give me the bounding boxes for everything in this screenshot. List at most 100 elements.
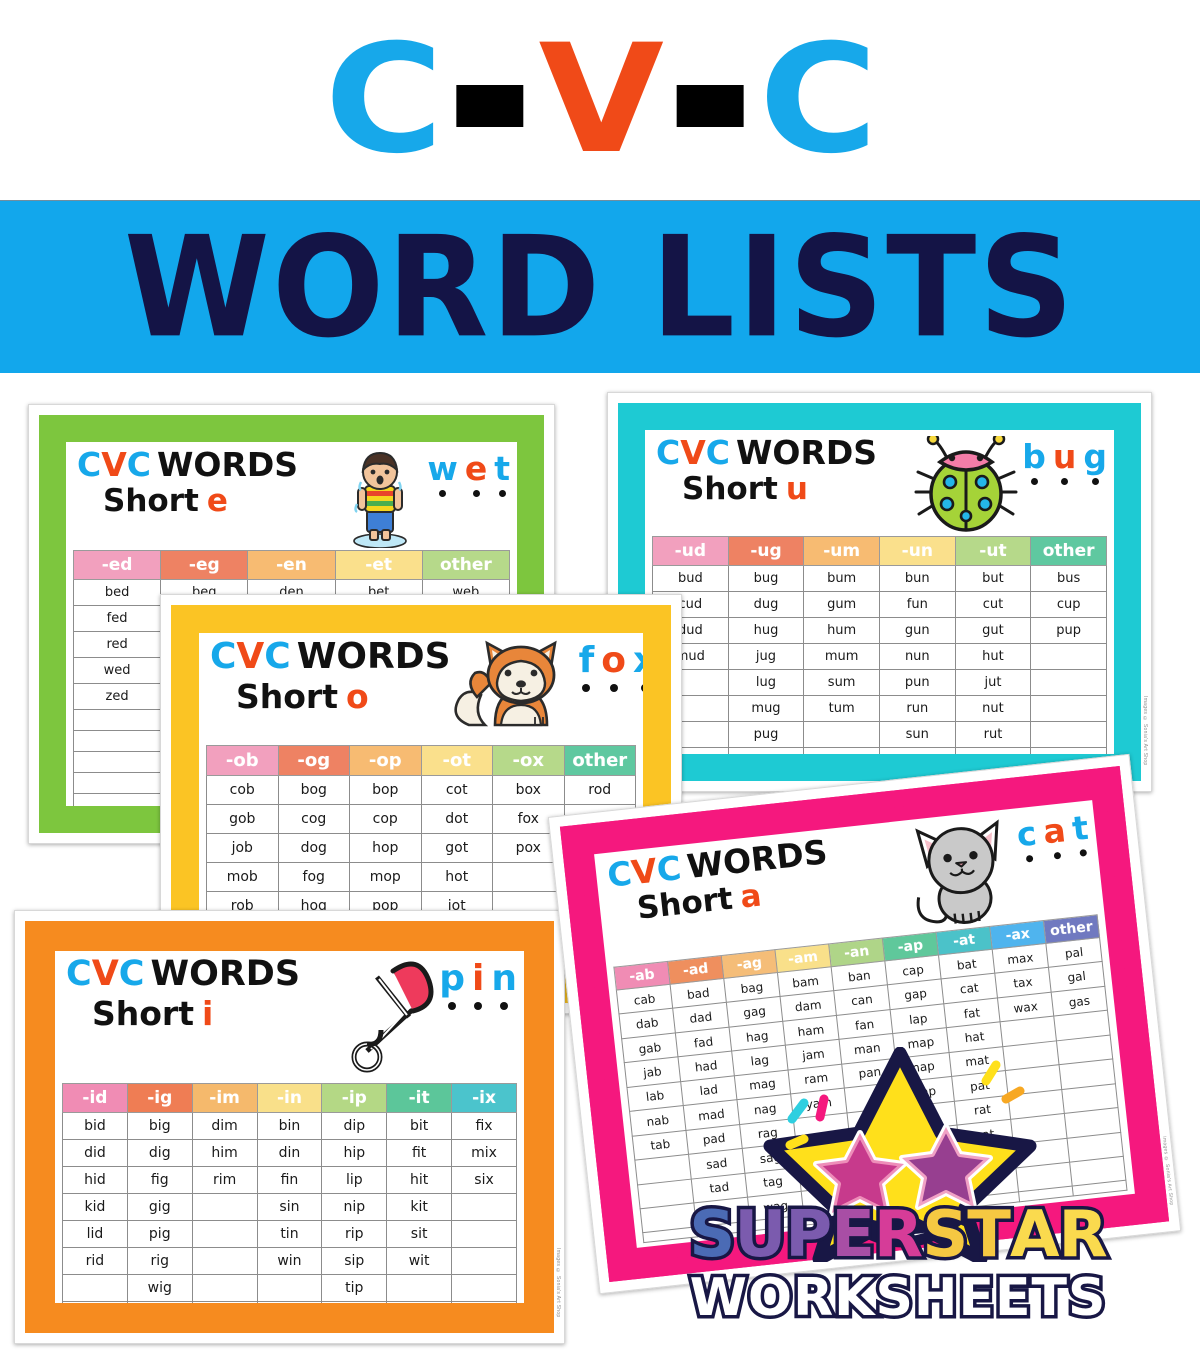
table-row: hid fig rim fin lip hit six <box>62 1166 517 1194</box>
card-subtitle-vowel: e <box>206 483 228 519</box>
word-cell: but <box>954 565 1032 592</box>
title-dash-2 <box>676 85 744 127</box>
word-cell: gob <box>206 804 279 834</box>
keyword-sound-dot <box>609 684 618 692</box>
word-cell: rug <box>727 747 805 754</box>
word-cell <box>72 730 162 752</box>
word-cell <box>72 793 162 806</box>
word-cell <box>1030 721 1107 748</box>
card-subtitle-prefix: Short <box>682 471 778 507</box>
column-header-other: other <box>1030 536 1107 566</box>
column-header-im: -im <box>191 1083 258 1113</box>
word-cell: sit <box>386 1220 453 1248</box>
column-header-ob: -ob <box>206 745 279 776</box>
card-title-c1: C <box>656 433 681 472</box>
word-cell <box>878 747 956 754</box>
page-title-cvc: C V C <box>324 25 877 175</box>
word-cell: bid <box>62 1112 128 1140</box>
word-cell: hut <box>954 643 1032 670</box>
word-cell: bun <box>878 565 956 592</box>
word-cell <box>256 1301 323 1303</box>
word-cell <box>62 1274 128 1302</box>
keyword-letter: w <box>427 449 458 488</box>
fox-icon <box>451 639 575 743</box>
table-row: mud jug mum nun hut <box>652 643 1107 670</box>
word-cell: pug <box>727 721 805 748</box>
word-cell: jug <box>727 643 805 670</box>
table-row: mug tum run nut <box>652 695 1107 722</box>
worksheet-card-short-a[interactable]: CVCWORDS Short a c a t -ab -ad -ag -am -an -ap -at -… <box>547 753 1182 1295</box>
word-cell: hid <box>62 1166 128 1194</box>
word-cell <box>72 709 162 731</box>
card-sheet: CVC WORDS Short u b u g -ud -ug -um -un -ut other bu… <box>645 430 1148 765</box>
word-cell: rim <box>191 1166 258 1194</box>
card-title-v: V <box>236 636 265 677</box>
word-cell <box>451 1220 517 1248</box>
word-cell: hum <box>803 617 880 644</box>
word-cell <box>1030 747 1107 754</box>
column-header-um: -um <box>803 536 880 566</box>
keyword-letter-slot: t <box>494 452 510 497</box>
card-titles: CVC WORDS Short u <box>652 436 877 505</box>
keyword-sound-dot <box>474 1002 483 1010</box>
word-cell: fed <box>72 605 162 632</box>
table-header-row: -id -ig -im -in -ip -it -ix <box>62 1083 517 1113</box>
word-cell: hip <box>321 1139 388 1167</box>
keyword-letter: i <box>472 958 485 999</box>
table-row: kid gig sin nip kit <box>62 1193 517 1221</box>
keyword-letter: g <box>1083 437 1107 476</box>
column-header-ed: -ed <box>72 550 162 580</box>
column-header-ut: -ut <box>954 536 1032 566</box>
keyword-letter: u <box>1052 437 1077 476</box>
word-cell: bit <box>386 1112 453 1140</box>
keyword-sound-dot <box>498 490 506 497</box>
word-cell <box>803 747 880 754</box>
card-illustration-group: fox <box>451 639 643 743</box>
word-cell: tum <box>803 695 880 722</box>
word-cell: gig <box>126 1193 193 1221</box>
word-cell: lug <box>727 669 805 696</box>
keyword-letter-slot: n <box>491 961 517 1010</box>
column-header-en: -en <box>247 550 336 580</box>
column-header-ig: -ig <box>126 1083 193 1113</box>
card-sheet: CVCWORDS Short a c a t -ab -ad -ag -am -an -ap -at -… <box>594 800 1174 1248</box>
card-title-v: V <box>680 433 706 472</box>
worksheet-card-short-i[interactable]: CVC WORDS Short i p i n -id -ig -im -in -ip -it -ix b… <box>14 910 565 1344</box>
table-row: cob bog bop cot box rod <box>206 775 636 805</box>
card-subtitle: Short e <box>103 486 298 517</box>
column-header-in: -in <box>256 1083 323 1113</box>
hero-subtitle-band: WORD LISTS <box>0 200 1200 373</box>
table-header-row: -ob -og -op -ot -ox other <box>206 745 636 776</box>
keyword-letter-slot: i <box>472 961 484 1010</box>
word-cell: rid <box>62 1247 128 1275</box>
keyword-letter-slot: f <box>579 643 594 692</box>
word-cell: pup <box>1030 617 1107 644</box>
word-cell: dog <box>277 833 350 863</box>
word-cell: mop <box>349 862 422 892</box>
column-header-ip: -ip <box>321 1083 388 1113</box>
word-cell: jut <box>954 669 1032 696</box>
word-cell: pig <box>126 1220 193 1248</box>
word-cell: cog <box>277 804 350 834</box>
card-subtitle-vowel: u <box>785 471 808 507</box>
ladybug-icon <box>914 436 1018 534</box>
word-cell: did <box>62 1139 128 1167</box>
word-list-table-short-u: -ud -ug -um -un -ut other bud bug bum bun but bus cu… <box>652 536 1107 754</box>
table-row: bid big dim bin dip bit fix <box>62 1112 517 1140</box>
worksheet-card-short-u[interactable]: CVC WORDS Short u b u g -ud -ug -um -un -ut other bu… <box>607 392 1152 792</box>
card-border-frame: CVC WORDS Short u b u g -ud -ug -um -un -ut other bu… <box>618 403 1148 781</box>
table-row: rid rig win sip wit <box>62 1247 517 1275</box>
keyword-letter-slot: t <box>1070 808 1092 857</box>
word-cell <box>191 1247 258 1275</box>
card-titles: CVCWORDS Short a <box>602 832 833 928</box>
word-cell: fig <box>126 1166 193 1194</box>
card-subtitle: Short o <box>236 680 451 713</box>
word-cell: mum <box>803 643 880 670</box>
word-list-table-short-i: -id -ig -im -in -ip -it -ix bid big dim bin dip bit f… <box>62 1083 517 1303</box>
word-cell: cob <box>206 775 279 805</box>
word-cell: bug <box>727 565 805 592</box>
card-title-c1: C <box>66 954 92 994</box>
word-cell: din <box>256 1139 323 1167</box>
